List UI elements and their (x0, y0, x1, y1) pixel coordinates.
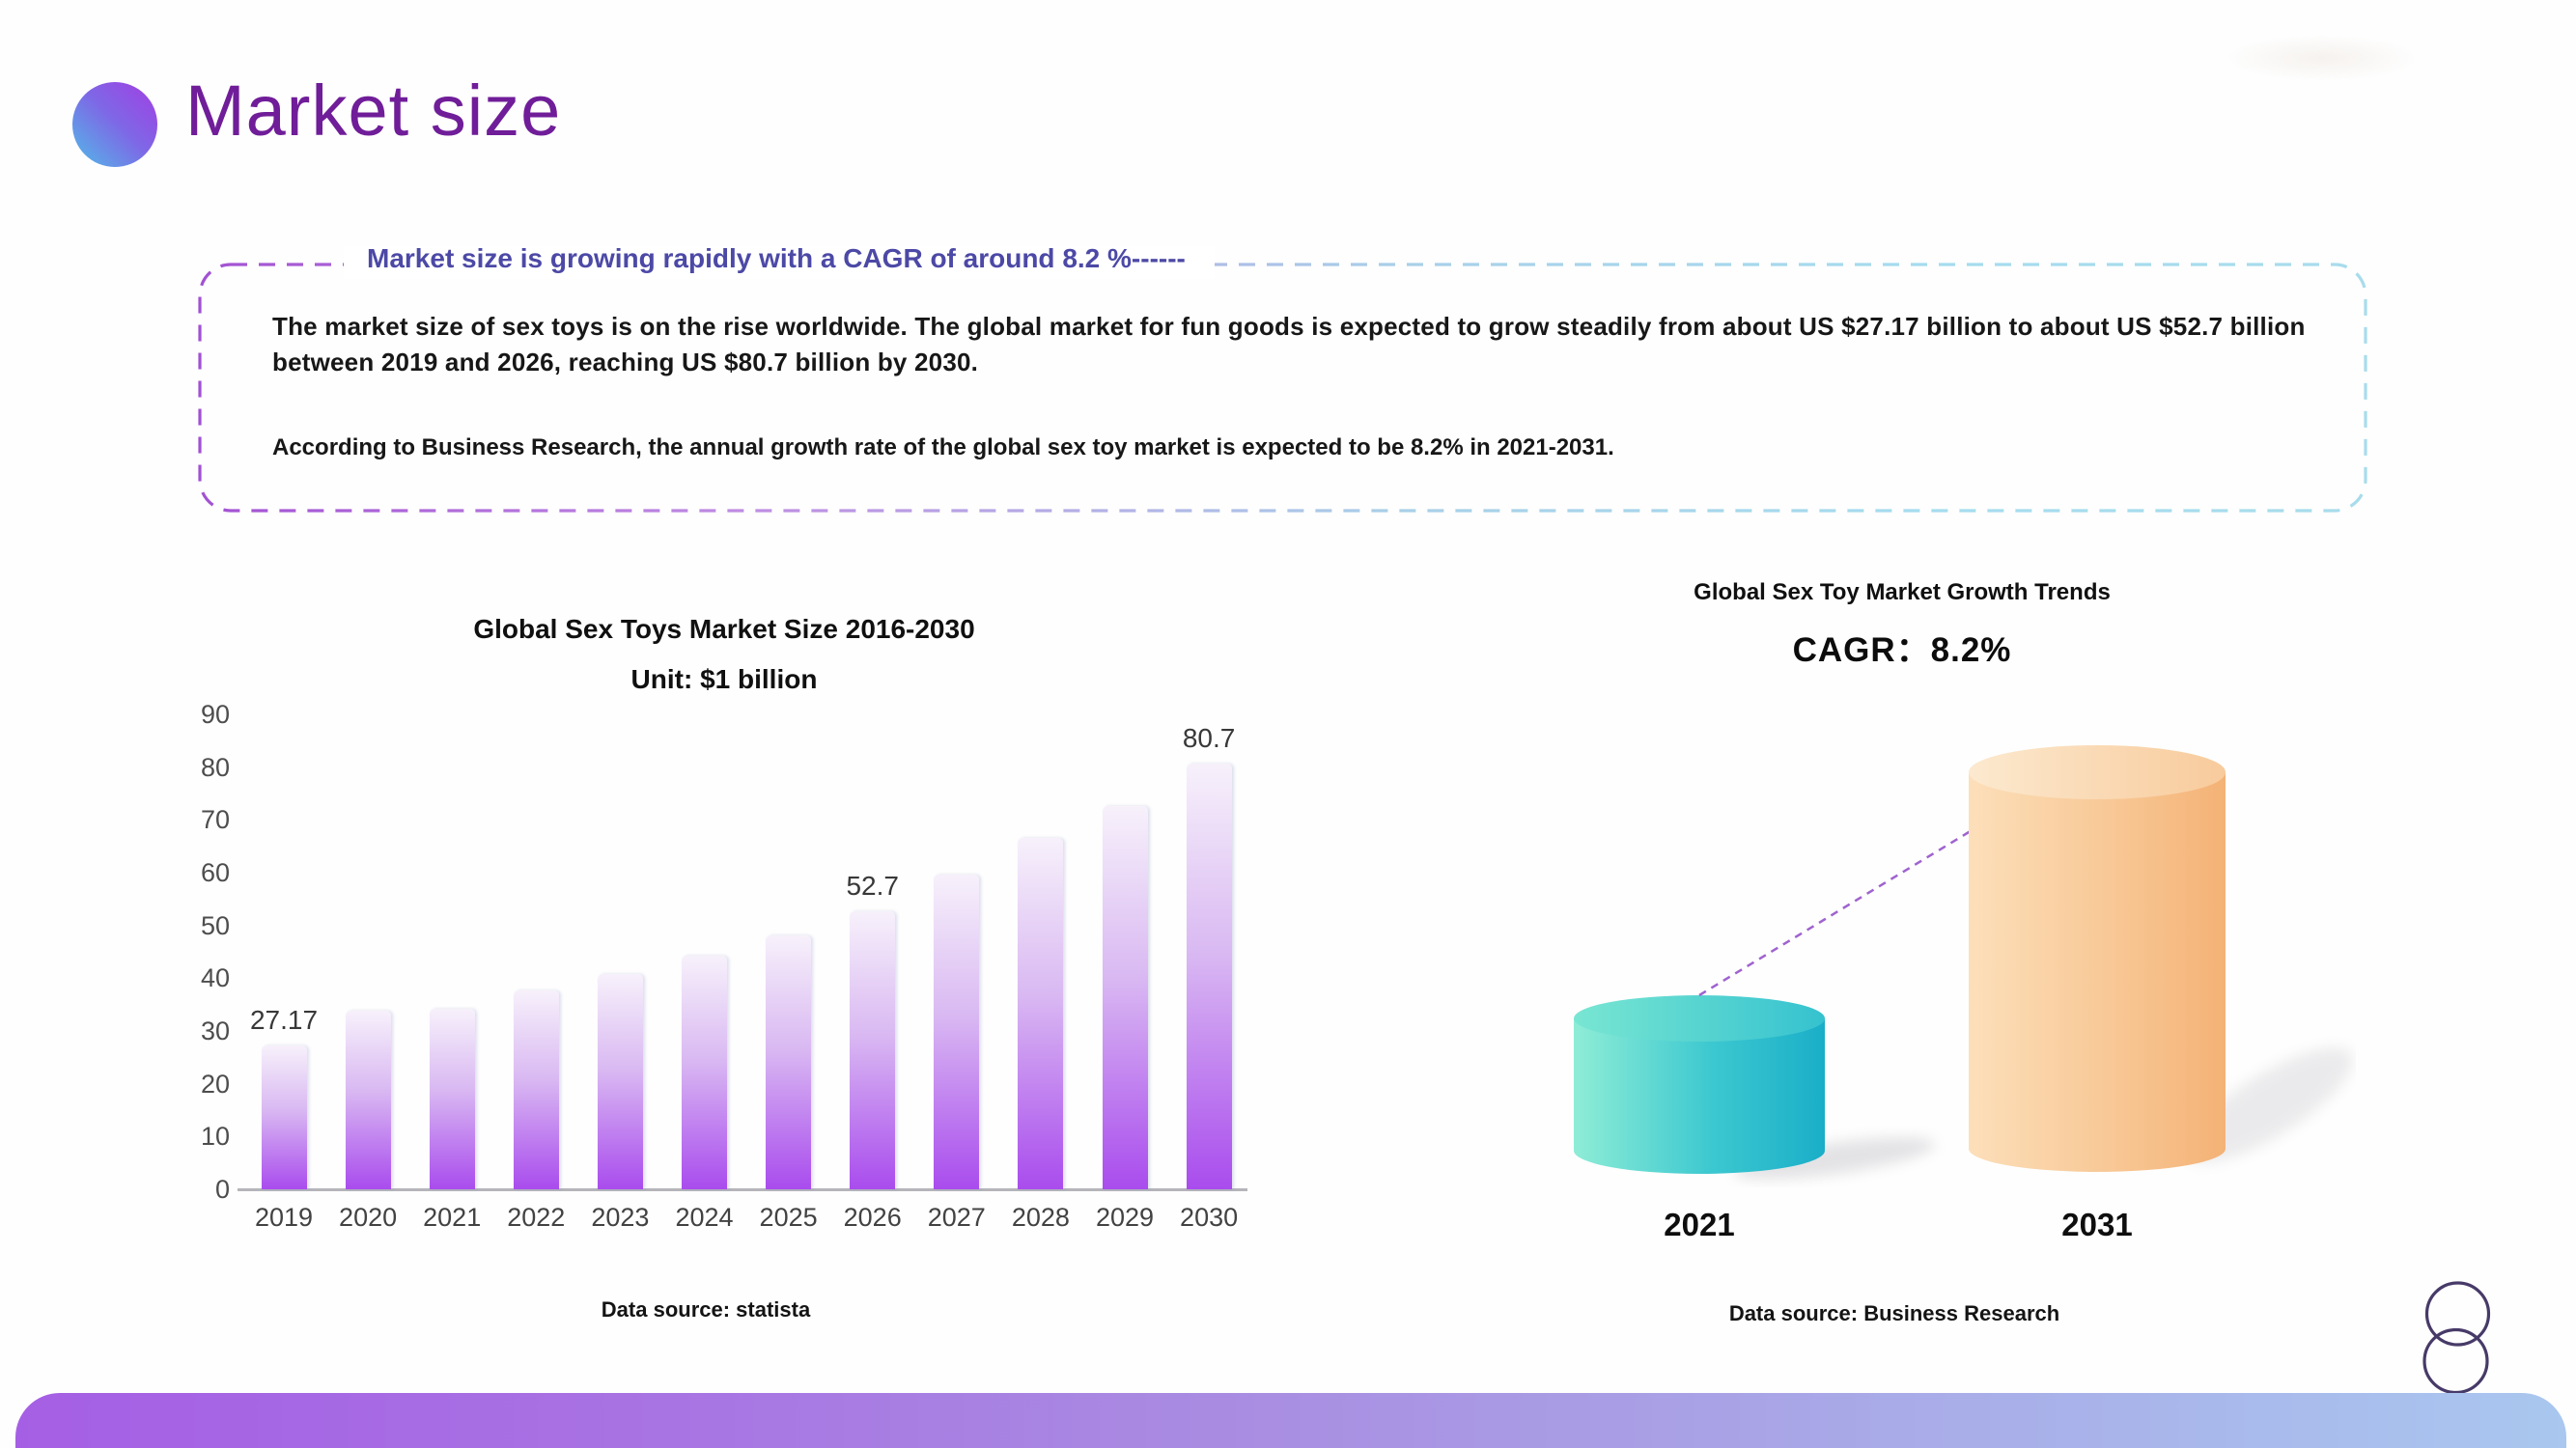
bar-2025 (766, 934, 812, 1189)
x-axis-label: 2024 (675, 1203, 734, 1232)
x-axis-label: 2025 (759, 1203, 818, 1232)
x-axis-label: 2027 (927, 1203, 986, 1232)
y-axis-tick-label: 30 (200, 1016, 230, 1045)
bar-chart-title: Global Sex Toys Market Size 2016-2030 (473, 614, 975, 644)
x-axis-label: 2023 (591, 1203, 650, 1232)
data-label-2019: 27.17 (249, 1005, 319, 1036)
page-title: Market size (185, 70, 562, 151)
cylinder-chart-title: Global Sex Toy Market Growth Trends (1694, 579, 2111, 605)
bar-2019 (261, 1045, 307, 1189)
callout-header: Market size is growing rapidly with a CA… (367, 243, 1186, 273)
bar-2026 (850, 910, 896, 1189)
y-axis-tick-label: 40 (200, 963, 230, 993)
y-axis-tick-label: 60 (200, 858, 230, 887)
cylinder-2031 (1969, 745, 2226, 1172)
x-axis-label: 2020 (339, 1203, 398, 1232)
data-label-2026: 52.7 (846, 870, 899, 901)
y-axis-tick-label: 0 (214, 1175, 230, 1204)
cylinder-label-2021: 2021 (1664, 1207, 1735, 1242)
bar-chart-plot: 0 10 20 30 40 50 60 70 80 90 2019 27.17 2020 2021 2022… (201, 700, 1247, 1232)
x-axis-label: 2029 (1095, 1203, 1155, 1232)
callout-dashed-border (198, 263, 2367, 513)
cylinder-chart-graphic (1574, 745, 2353, 1180)
callout-paragraph-1: The market size of sex toys is on the ri… (272, 312, 2306, 376)
bar-2021 (429, 1009, 475, 1189)
x-axis-label: 2030 (1180, 1203, 1239, 1232)
data-label-2030: 80.7 (1182, 722, 1236, 753)
cylinder-2031-shadow (2185, 1047, 2353, 1163)
bar-2024 (682, 956, 727, 1189)
cylinder-2021 (1574, 995, 1825, 1174)
x-axis-label: 2028 (1011, 1203, 1070, 1232)
bar-chart-source: Data source: statista (601, 1297, 811, 1322)
bar-2020 (345, 1010, 391, 1189)
callout-header-background (344, 246, 1215, 279)
cagr-label: CAGR：8.2% (1792, 631, 2012, 669)
cylinder-label-2031: 2031 (2061, 1207, 2133, 1242)
x-axis-line (238, 1188, 1247, 1191)
x-axis-label: 2021 (423, 1203, 482, 1232)
faint-watermark-remnant (2192, 27, 2452, 89)
bar-2030 (1186, 763, 1232, 1189)
bar-2027 (934, 875, 980, 1189)
y-axis-tick-label: 10 (200, 1122, 230, 1152)
x-axis-label: 2022 (507, 1203, 566, 1232)
footer-gradient-bar (15, 1393, 2566, 1448)
bar-chart-subtitle: Unit: $1 billion (630, 664, 818, 694)
x-axis-label: 2019 (254, 1203, 314, 1232)
bar-2028 (1018, 838, 1064, 1189)
y-axis-tick-label: 20 (200, 1069, 230, 1099)
bar-2022 (513, 990, 559, 1189)
y-axis-tick-label: 50 (200, 910, 230, 940)
growth-connector-dashed-line (1698, 761, 2085, 997)
callout-paragraph-2: According to Business Research, the annu… (272, 434, 1614, 460)
y-axis-tick-label: 80 (200, 752, 230, 782)
x-axis-label: 2026 (843, 1203, 902, 1232)
title-gradient-circle-icon (72, 82, 157, 167)
page-number-figure-eight-icon (2422, 1281, 2491, 1395)
bar-2023 (597, 973, 643, 1189)
y-axis-tick-label: 90 (200, 700, 230, 729)
bar-2029 (1102, 806, 1148, 1189)
cylinder-2021-shadow (1733, 1137, 1936, 1180)
y-axis-tick-label: 70 (200, 805, 230, 835)
cylinder-chart-source: Data source: Business Research (1728, 1301, 2060, 1325)
